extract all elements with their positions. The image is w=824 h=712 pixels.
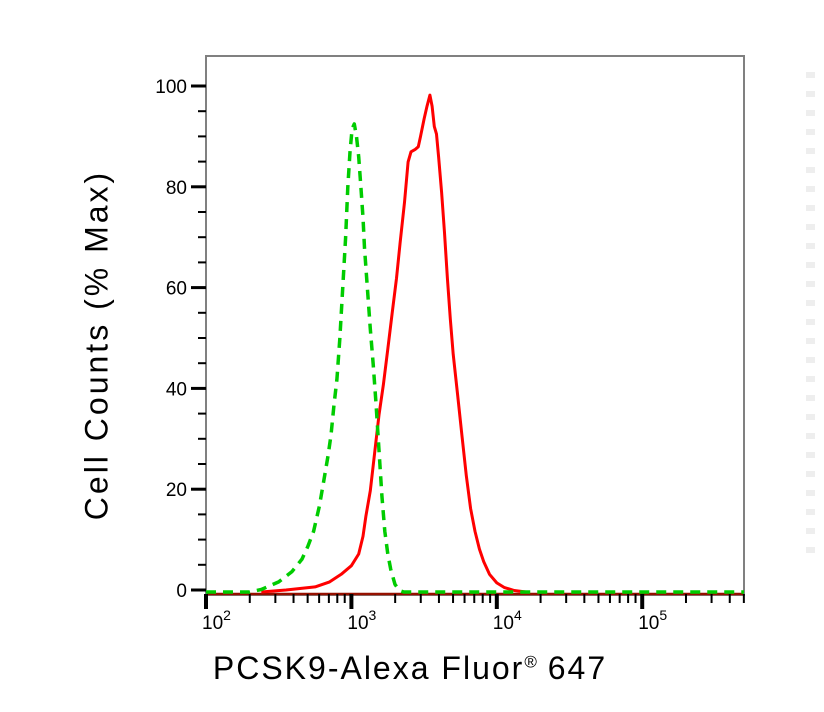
y-tick-label: 20 [166,480,187,501]
green-dashed-histogram-curve [206,122,744,594]
x-tick-label: 103 [347,607,376,634]
y-tick-label: 40 [166,379,187,400]
watermark [806,72,815,564]
registered-trademark-symbol: ® [524,652,537,672]
y-axis-title: Cell Counts (% Max) [79,170,116,520]
x-axis-title-suffix: 647 [536,650,608,686]
y-tick-label: 100 [155,77,187,98]
y-tick-label: 60 [166,279,187,300]
x-tick-label: 105 [638,607,667,634]
y-axis-title-text: Cell Counts (% Max) [78,169,115,521]
plot-frame [205,55,745,596]
x-axis-title-text: PCSK9-Alexa Fluor [212,650,525,686]
y-tick-label: 0 [176,581,187,602]
y-tick-label: 80 [166,178,187,199]
red-solid-histogram-curve [261,93,527,594]
x-axis-title: PCSK9-Alexa Fluor® 647 [205,650,615,687]
x-tick-label: 104 [493,607,522,634]
x-tick-label: 102 [202,607,231,634]
